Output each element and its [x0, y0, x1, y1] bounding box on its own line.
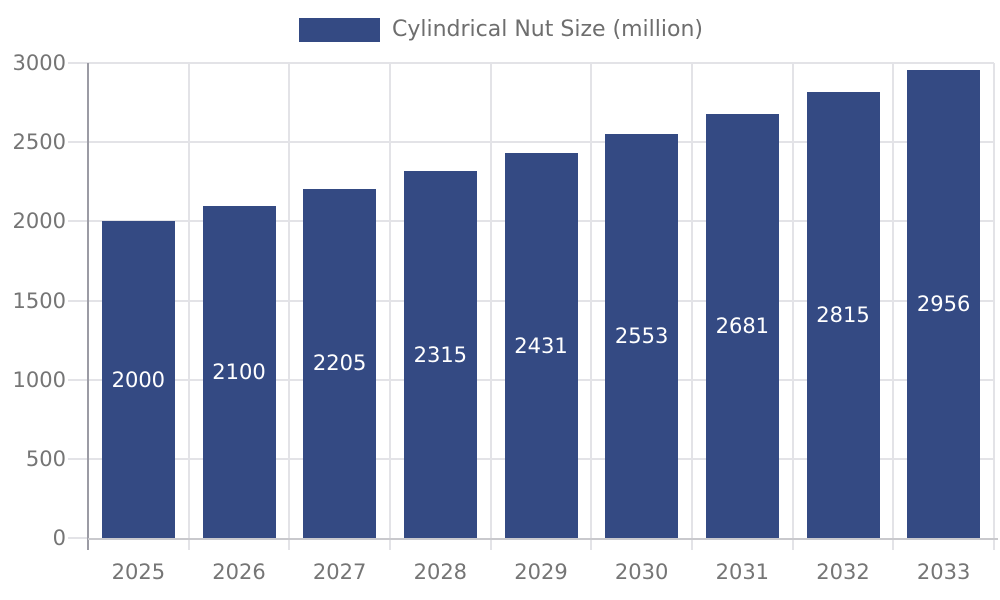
bar[interactable]: 2100 [202, 205, 276, 538]
y-tick-label: 0 [52, 526, 66, 550]
y-tick-label: 1500 [12, 288, 66, 313]
v-gridline [489, 63, 492, 550]
plot-area: 0 500 1000 1500 2000 2500 3000 2000 2025 2100 2026… [13, 51, 998, 584]
x-tick-label: 2032 [816, 560, 870, 584]
y-tick-label: 500 [25, 446, 66, 471]
v-gridline [590, 63, 593, 550]
y-tick-label: 1000 [12, 367, 66, 392]
y-axis-tick [68, 457, 88, 460]
bar[interactable]: 2205 [303, 188, 377, 538]
bar[interactable]: 2431 [504, 153, 578, 538]
y-axis-tick [68, 378, 88, 381]
y-tick-label: 3000 [12, 51, 66, 75]
bar[interactable]: 2956 [907, 69, 981, 538]
x-tick-label: 2028 [413, 560, 468, 584]
bar[interactable]: 2553 [605, 133, 679, 538]
x-tick-label: 2025 [111, 560, 166, 584]
bar-value-label: 2100 [212, 359, 266, 384]
x-tick-label: 2027 [312, 560, 367, 584]
legend-label: Cylindrical Nut Size (million) [392, 17, 703, 42]
x-axis-line [88, 538, 998, 540]
x-tick-label: 2029 [514, 560, 568, 584]
x-tick-label: 2033 [916, 560, 971, 584]
y-tick-label: 2500 [12, 130, 66, 155]
y-axis-tick [68, 220, 88, 223]
bar-value-label: 2956 [916, 291, 971, 316]
y-tick-label: 2000 [12, 209, 66, 234]
x-tick-label: 2031 [715, 560, 770, 584]
bar-value-label: 2315 [413, 342, 468, 367]
bar-value-label: 2205 [312, 351, 367, 376]
bar[interactable]: 2815 [806, 92, 880, 538]
bar[interactable]: 2315 [403, 171, 477, 538]
bar[interactable]: 2000 [101, 221, 175, 538]
h-gridline [88, 62, 994, 64]
v-gridline [791, 63, 794, 550]
chart-legend[interactable]: Cylindrical Nut Size (million) [299, 17, 703, 42]
h-gridline [88, 141, 994, 144]
y-axis-tick [68, 62, 88, 64]
y-axis-tick [68, 537, 88, 539]
bar-value-label: 2431 [514, 333, 568, 358]
y-axis-line [87, 63, 89, 550]
x-tick-label: 2030 [614, 560, 669, 584]
bar-value-label: 2553 [614, 323, 669, 348]
v-gridline [389, 63, 391, 550]
bar-value-label: 2681 [715, 313, 770, 338]
x-tick-label: 2026 [212, 560, 266, 584]
legend-swatch-icon [299, 17, 380, 42]
v-gridline [288, 63, 291, 550]
y-axis-tick [68, 299, 88, 302]
v-gridline [187, 63, 190, 550]
bar[interactable]: 2681 [705, 113, 779, 538]
bar-value-label: 2815 [816, 303, 870, 328]
bar-value-label: 2000 [111, 367, 166, 392]
y-axis-tick [68, 141, 88, 144]
v-gridline [691, 63, 693, 550]
v-gridline [993, 63, 995, 550]
v-gridline [892, 63, 895, 550]
